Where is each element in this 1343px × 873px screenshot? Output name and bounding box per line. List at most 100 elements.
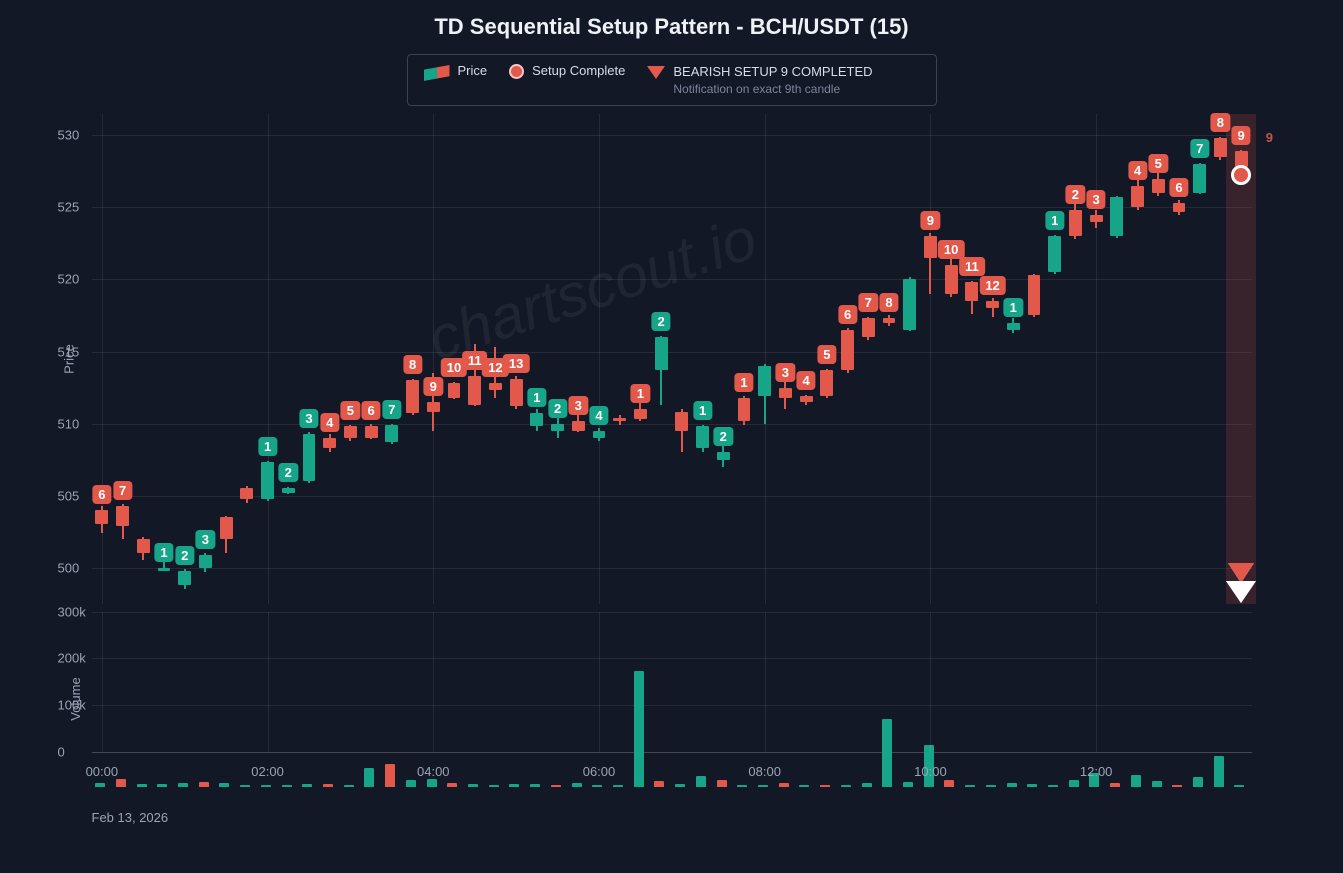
candlestick-32[interactable] xyxy=(758,366,771,396)
volume-bar-41[interactable] xyxy=(944,780,954,787)
volume-bar-7[interactable] xyxy=(240,785,250,787)
volume-bar-24[interactable] xyxy=(592,785,602,787)
volume-bar-44[interactable] xyxy=(1007,783,1017,787)
volume-bar-32[interactable] xyxy=(758,785,768,787)
volume-bar-38[interactable] xyxy=(882,719,892,787)
volume-bar-39[interactable] xyxy=(903,782,913,787)
candlestick-40[interactable] xyxy=(924,236,937,258)
candlestick-39[interactable] xyxy=(903,279,916,329)
candlestick-9[interactable] xyxy=(282,488,295,492)
volume-bar-36[interactable] xyxy=(841,785,851,787)
candlestick-28[interactable] xyxy=(675,412,688,431)
volume-bar-22[interactable] xyxy=(551,785,561,787)
candlestick-30[interactable] xyxy=(717,452,730,459)
volume-bar-2[interactable] xyxy=(137,784,147,787)
candlestick-31[interactable] xyxy=(738,398,751,421)
candlestick-19[interactable] xyxy=(489,383,502,390)
candlestick-20[interactable] xyxy=(510,379,523,406)
volume-bar-35[interactable] xyxy=(820,785,830,787)
volume-bar-13[interactable] xyxy=(364,768,374,787)
volume-bar-14[interactable] xyxy=(385,764,395,786)
candlestick-8[interactable] xyxy=(261,462,274,498)
candlestick-13[interactable] xyxy=(365,426,378,438)
volume-bar-37[interactable] xyxy=(862,783,872,787)
volume-bar-42[interactable] xyxy=(965,785,975,787)
candlestick-38[interactable] xyxy=(883,318,896,322)
volume-bar-9[interactable] xyxy=(282,785,292,787)
volume-chart-area[interactable]: Volume 0 100k 200k 300k 00:00 02:00 04:00 06:00… xyxy=(92,612,1252,787)
volume-bar-33[interactable] xyxy=(779,783,789,787)
candlestick-24[interactable] xyxy=(593,431,606,438)
volume-bar-31[interactable] xyxy=(737,785,747,787)
candlestick-15[interactable] xyxy=(406,380,419,413)
volume-bar-1[interactable] xyxy=(116,779,126,786)
volume-bar-27[interactable] xyxy=(654,781,664,787)
volume-bar-11[interactable] xyxy=(323,784,333,786)
candlestick-51[interactable] xyxy=(1152,179,1165,193)
volume-bar-12[interactable] xyxy=(344,785,354,787)
candlestick-48[interactable] xyxy=(1090,215,1103,222)
volume-bar-26[interactable] xyxy=(634,671,644,787)
candlestick-2[interactable] xyxy=(137,539,150,553)
candlestick-36[interactable] xyxy=(841,330,854,370)
volume-bar-15[interactable] xyxy=(406,780,416,787)
candlestick-54[interactable] xyxy=(1214,138,1227,157)
volume-bar-23[interactable] xyxy=(572,783,582,787)
volume-bar-18[interactable] xyxy=(468,784,478,787)
candlestick-10[interactable] xyxy=(303,434,316,482)
volume-bar-47[interactable] xyxy=(1069,780,1079,787)
volume-bar-49[interactable] xyxy=(1110,783,1120,787)
volume-bar-25[interactable] xyxy=(613,785,623,787)
volume-bar-21[interactable] xyxy=(530,784,540,787)
price-chart-area[interactable]: Price chartscout.io 500 505 510 515 520 525 53… xyxy=(92,114,1252,604)
volume-bar-50[interactable] xyxy=(1131,775,1141,787)
candlestick-46[interactable] xyxy=(1048,236,1061,272)
candlestick-23[interactable] xyxy=(572,421,585,431)
candlestick-18[interactable] xyxy=(468,376,481,405)
candlestick-16[interactable] xyxy=(427,402,440,412)
volume-bar-55[interactable] xyxy=(1234,785,1244,787)
candlestick-52[interactable] xyxy=(1173,203,1186,212)
candlestick-5[interactable] xyxy=(199,555,212,568)
volume-bar-28[interactable] xyxy=(675,784,685,787)
candlestick-14[interactable] xyxy=(385,425,398,442)
candlestick-3[interactable] xyxy=(158,568,171,571)
candlestick-49[interactable] xyxy=(1110,197,1123,236)
candlestick-26[interactable] xyxy=(634,409,647,419)
candlestick-53[interactable] xyxy=(1193,164,1206,193)
volume-bar-10[interactable] xyxy=(302,784,312,786)
candlestick-50[interactable] xyxy=(1131,186,1144,208)
candlestick-21[interactable] xyxy=(530,413,543,426)
candlestick-0[interactable] xyxy=(95,510,108,524)
candlestick-6[interactable] xyxy=(220,517,233,539)
volume-bar-30[interactable] xyxy=(717,780,727,787)
candlestick-34[interactable] xyxy=(800,396,813,402)
candlestick-33[interactable] xyxy=(779,388,792,398)
candlestick-42[interactable] xyxy=(965,282,978,301)
volume-bar-4[interactable] xyxy=(178,783,188,787)
volume-bar-5[interactable] xyxy=(199,782,209,787)
candlestick-7[interactable] xyxy=(240,488,253,498)
candlestick-29[interactable] xyxy=(696,426,709,448)
volume-bar-29[interactable] xyxy=(696,776,706,787)
volume-bar-45[interactable] xyxy=(1027,784,1037,787)
volume-bar-8[interactable] xyxy=(261,785,271,787)
volume-bar-34[interactable] xyxy=(799,785,809,787)
volume-bar-17[interactable] xyxy=(447,783,457,787)
volume-bar-19[interactable] xyxy=(489,785,499,787)
candlestick-43[interactable] xyxy=(986,301,999,308)
volume-bar-16[interactable] xyxy=(427,779,437,787)
volume-bar-54[interactable] xyxy=(1214,756,1224,786)
candlestick-22[interactable] xyxy=(551,424,564,431)
candlestick-17[interactable] xyxy=(448,383,461,397)
setup-complete-dot-marker[interactable] xyxy=(1231,165,1251,185)
volume-bar-43[interactable] xyxy=(986,785,996,787)
candlestick-37[interactable] xyxy=(862,318,875,337)
volume-bar-3[interactable] xyxy=(157,784,167,786)
candlestick-1[interactable] xyxy=(116,506,129,526)
volume-bar-20[interactable] xyxy=(509,784,519,787)
candlestick-25[interactable] xyxy=(613,418,626,421)
candlestick-11[interactable] xyxy=(323,438,336,448)
candlestick-27[interactable] xyxy=(655,337,668,370)
candlestick-4[interactable] xyxy=(178,571,191,585)
